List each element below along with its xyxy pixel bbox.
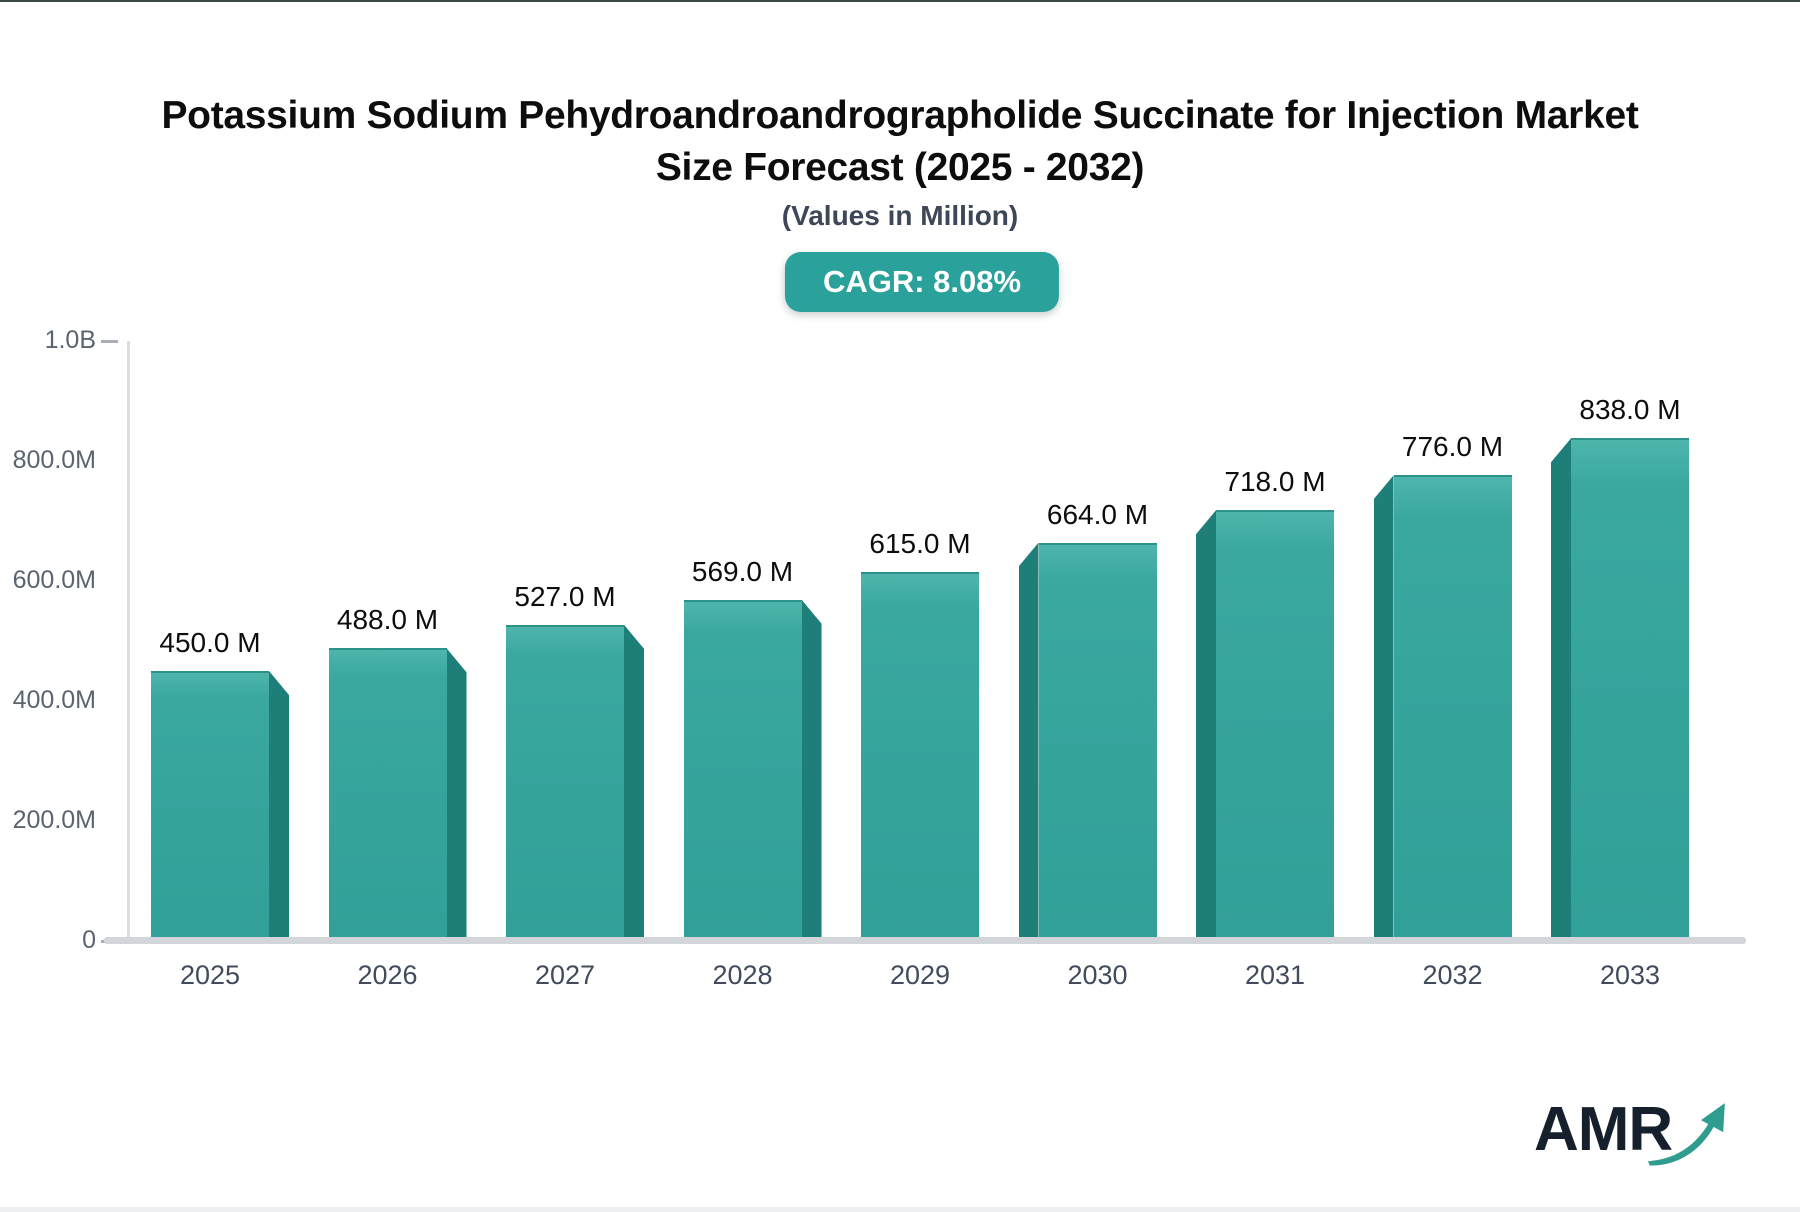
bar-value-label-2030: 664.0 M [1046,498,1149,530]
bar-2032 [1393,475,1512,941]
top-edge-line [0,0,1800,2]
bottom-edge-line [0,1207,1800,1212]
x-axis-label-2030: 2030 [1067,960,1128,990]
bar-value-label-2031: 718.0 M [1224,466,1326,498]
bar-side-face-2027 [624,624,644,941]
y-axis-label-0: 0 [82,926,96,954]
x-axis-label-2025: 2025 [179,960,241,990]
x-axis-label-2026: 2026 [357,960,418,990]
x-axis-label-2029: 2029 [889,960,951,990]
bar-side-face-2032 [1373,475,1394,941]
bar-2029 [861,572,979,941]
bar-value-label-2027: 527.0 M [514,580,616,612]
bar-2033 [1571,438,1689,941]
y-axis-label-800.0M: 800.0M [12,446,96,474]
bar-2031 [1216,510,1334,941]
bar-side-face-2028 [801,599,822,941]
bar-2030 [1038,542,1157,941]
x-axis-label-2027: 2027 [534,960,596,990]
x-axis-label-2033: 2033 [1599,960,1661,990]
bar-2028 [683,599,802,941]
y-axis-label-200.0M: 200.0M [12,806,96,834]
bar-value-label-2026: 488.0 M [336,604,439,636]
x-axis-label-2032: 2032 [1422,960,1483,990]
bar-side-face-2025 [269,671,289,941]
bar-2026 [328,648,447,941]
cagr-badge: CAGR: 8.08% [784,252,1060,312]
bar-value-label-2029: 615.0 M [869,528,971,559]
chart-title-line2: Size Forecast (2025 - 2032) [655,146,1145,189]
x-axis-label-2028: 2028 [712,960,773,990]
y-axis-label-400.0M: 400.0M [12,686,96,714]
bar-value-label-2033: 838.0 M [1579,394,1681,426]
x-axis-label-2031: 2031 [1244,960,1306,990]
bar-side-face-2030 [1018,542,1039,941]
y-axis-label-1.0B: 1.0B [44,326,96,354]
amr-logo-text: AMR [1534,1095,1673,1164]
x-axis-line [104,937,1746,944]
y-axis-label-600.0M: 600.0M [12,566,96,594]
bar-value-label-2032: 776.0 M [1401,431,1504,463]
bar-side-face-2031 [1196,510,1216,941]
bar-2025 [151,671,269,941]
bar-side-face-2033 [1551,438,1571,941]
amr-logo: AMR [1534,1086,1725,1172]
bar-side-face-2026 [446,648,467,941]
bar-value-label-2025: 450.0 M [159,627,261,658]
chart-title-line1: Potassium Sodium Pehydroandroandrographo… [161,94,1639,137]
bar-2027 [506,624,624,941]
y-axis-tick-mark [101,340,118,343]
bar-value-label-2028: 569.0 M [691,555,794,587]
y-axis-line [127,341,130,941]
growth-arrow-icon [1648,1103,1725,1166]
chart-subtitle: (Values in Million) [781,200,1019,231]
